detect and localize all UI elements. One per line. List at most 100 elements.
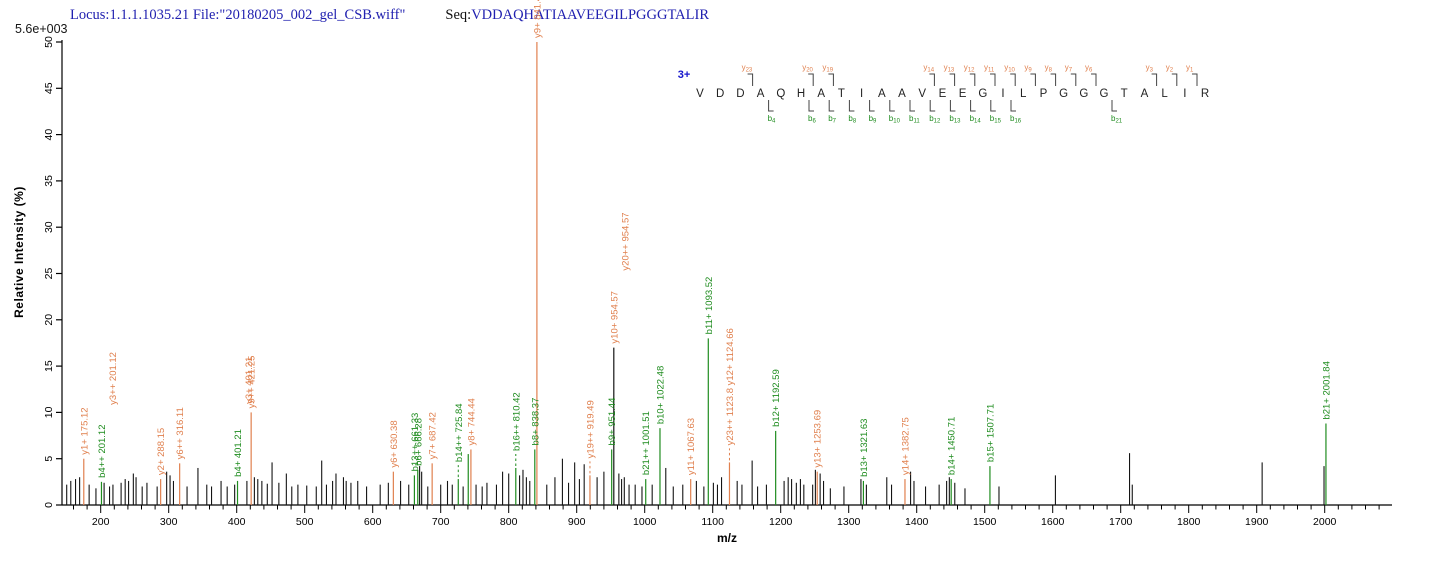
svg-text:35: 35 bbox=[43, 175, 55, 187]
peak-label: y13+ 1253.69 bbox=[813, 410, 824, 468]
seq-label: Seq: bbox=[445, 7, 472, 23]
y-ion-label: y3 bbox=[1146, 63, 1154, 74]
b-ion-mark bbox=[808, 100, 814, 112]
svg-text:10: 10 bbox=[43, 406, 55, 418]
b-ion-mark bbox=[949, 100, 956, 112]
svg-text:20: 20 bbox=[43, 314, 55, 326]
residue-25: I bbox=[1183, 88, 1186, 100]
b-ion-mark bbox=[929, 100, 936, 112]
svg-text:700: 700 bbox=[432, 516, 450, 528]
residue-9: I bbox=[860, 88, 863, 100]
svg-text:1600: 1600 bbox=[1041, 516, 1065, 528]
x-axis-label: m/z bbox=[716, 531, 737, 545]
y-ion-label: y6 bbox=[1085, 63, 1093, 74]
b-ion-mark bbox=[889, 100, 895, 112]
svg-text:200: 200 bbox=[92, 516, 110, 528]
peak-label: b9+ 951.44 bbox=[607, 398, 618, 446]
residue-16: I bbox=[1001, 88, 1004, 100]
svg-text:1900: 1900 bbox=[1245, 516, 1269, 528]
svg-text:25: 25 bbox=[43, 268, 55, 280]
y-ion-label: y14 bbox=[923, 63, 934, 74]
svg-text:900: 900 bbox=[568, 516, 586, 528]
y-ion-mark bbox=[1070, 73, 1077, 86]
peak-label: b8+ 838.37 bbox=[530, 398, 541, 446]
residue-18: P bbox=[1040, 88, 1048, 100]
residue-5: Q bbox=[776, 88, 785, 100]
peak-label: y3+ 401.21 bbox=[244, 357, 255, 404]
y-ion-label: y1 bbox=[1186, 63, 1194, 74]
b-ion-label: b13 bbox=[949, 114, 961, 125]
y-ion-mark bbox=[949, 73, 956, 86]
b-ion-label: b7 bbox=[828, 114, 836, 125]
peak-label: y3++ 201.12 bbox=[108, 352, 119, 405]
peak-label: b13++ 661.33 bbox=[410, 413, 421, 472]
y-ion-label: y20 bbox=[802, 63, 813, 74]
svg-text:1700: 1700 bbox=[1109, 516, 1133, 528]
b-ion-label: b6 bbox=[808, 114, 816, 125]
plot-axes: 0 5 10 15 20 25 30 35 40 45 50 200 300 400 500 600 700 80… bbox=[43, 36, 1392, 528]
y-ion-label: y11 bbox=[984, 63, 995, 74]
svg-text:1200: 1200 bbox=[769, 516, 793, 528]
residue-12: V bbox=[918, 88, 926, 100]
residue-2: D bbox=[716, 88, 724, 100]
plot-labels: y1+ 175.12 b4++ 201.12 y3++ 201.12 y2+ 288.… bbox=[79, 0, 1332, 478]
y-ion-mark bbox=[747, 73, 754, 86]
peak-label: b16++ 810.42 bbox=[511, 392, 522, 451]
locus-file-text: Locus:1.1.1.1035.21 File:"20180205_002_g… bbox=[70, 7, 406, 23]
y-ion-mark bbox=[1192, 73, 1198, 86]
peak-label: b21++ 1001.51 bbox=[641, 411, 652, 475]
seq-value: VDDAQHATIAAVEEGILPGGGTALIR bbox=[471, 7, 709, 23]
residue-26: R bbox=[1201, 88, 1209, 100]
svg-text:2000: 2000 bbox=[1313, 516, 1337, 528]
svg-text:400: 400 bbox=[228, 516, 246, 528]
b-ion-label: b4 bbox=[768, 114, 776, 125]
y-ion-label: y12 bbox=[964, 63, 975, 74]
svg-text:800: 800 bbox=[500, 516, 518, 528]
b-ion-label: b14 bbox=[970, 114, 982, 125]
peak-label: y9++ 421.25 bbox=[247, 356, 258, 409]
residue-10: A bbox=[878, 88, 886, 100]
peak-label: y10+ 954.57 bbox=[609, 291, 620, 344]
residue-3: D bbox=[736, 88, 744, 100]
b-ion-label: b12 bbox=[929, 114, 941, 125]
y-ion-mark bbox=[1091, 73, 1097, 86]
b-ion-mark bbox=[1010, 100, 1016, 112]
b-ion-mark bbox=[828, 100, 835, 112]
y-ion-mark bbox=[1151, 73, 1158, 86]
residue-23: A bbox=[1141, 88, 1149, 100]
b-ion-label: b9 bbox=[869, 114, 877, 125]
b-ion-label: b10 bbox=[889, 114, 901, 125]
peak-label: b15+ 1507.71 bbox=[985, 404, 996, 462]
y-ion-label: y8 bbox=[1045, 63, 1053, 74]
peak-label: y8+ 744.44 bbox=[466, 398, 477, 445]
b-ion-mark bbox=[1111, 100, 1117, 112]
peak-label: b6+ 666.28 bbox=[413, 418, 424, 466]
peak-label: y11+ 1067.63 bbox=[686, 418, 697, 475]
y-ion-mark bbox=[929, 73, 935, 86]
svg-text:45: 45 bbox=[43, 82, 55, 94]
y-ion-label: y23 bbox=[742, 63, 753, 74]
peak-label: y2+ 288.15 bbox=[156, 428, 167, 475]
precursor-charge: 3+ bbox=[678, 69, 691, 81]
svg-text:1100: 1100 bbox=[701, 516, 724, 528]
b-ion-mark bbox=[909, 100, 915, 112]
svg-text:5: 5 bbox=[43, 456, 55, 462]
residue-17: L bbox=[1020, 88, 1027, 100]
y-ion-mark bbox=[1010, 73, 1016, 86]
residue-13: E bbox=[939, 88, 947, 100]
b-ion-label: b21 bbox=[1111, 114, 1123, 125]
residue-4: A bbox=[757, 88, 765, 100]
header-line: Locus:1.1.1.1035.21 File:"20180205_002_g… bbox=[70, 7, 709, 24]
peak-label: y19++ 919.49 bbox=[585, 400, 596, 458]
plot-peaks bbox=[66, 42, 1327, 505]
y-ion-mark bbox=[1050, 73, 1057, 86]
svg-text:1500: 1500 bbox=[973, 516, 997, 528]
peak-label: y14+ 1382.75 bbox=[900, 417, 911, 475]
svg-text:15: 15 bbox=[43, 360, 55, 372]
y-ion-label: y19 bbox=[822, 63, 833, 74]
b-ion-mark bbox=[990, 100, 996, 112]
residue-1: V bbox=[696, 88, 704, 100]
